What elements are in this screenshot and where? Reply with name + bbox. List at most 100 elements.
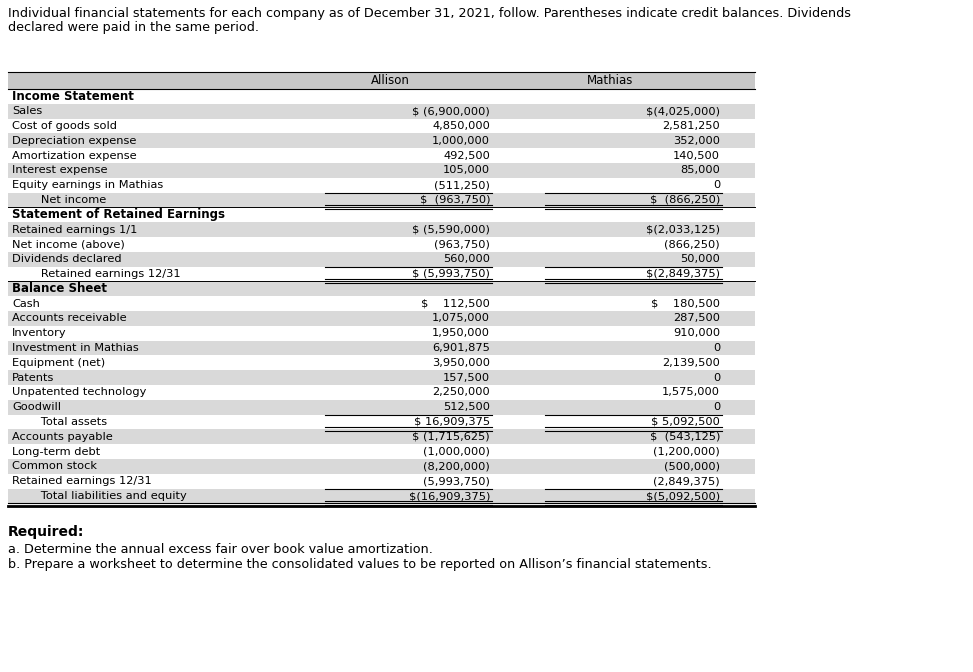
Text: $(4,025,000): $(4,025,000) (646, 106, 720, 116)
Text: 0: 0 (713, 403, 720, 412)
Text: 1,075,000: 1,075,000 (432, 313, 490, 323)
Bar (8, 103, 755, 118)
Text: (500,000): (500,000) (664, 462, 720, 471)
Text: Individual financial statements for each company as of December 31, 2021, follow: Individual financial statements for each… (8, 7, 851, 20)
Bar (8, 252, 755, 267)
Text: (1,200,000): (1,200,000) (653, 447, 720, 456)
Text: Patents: Patents (12, 372, 54, 382)
Text: Equity earnings in Mathias: Equity earnings in Mathias (12, 180, 163, 190)
Text: Goodwill: Goodwill (12, 403, 61, 412)
Text: Allison: Allison (371, 74, 410, 87)
Bar (8, 222, 755, 237)
Text: (963,750): (963,750) (434, 239, 490, 249)
Bar (8, 282, 755, 296)
Text: Cash: Cash (12, 298, 40, 308)
Text: 0: 0 (713, 372, 720, 382)
Text: $ (5,993,750): $ (5,993,750) (413, 269, 490, 279)
Text: Depreciation expense: Depreciation expense (12, 136, 136, 146)
Text: a. Determine the annual excess fair over book value amortization.: a. Determine the annual excess fair over… (8, 544, 433, 556)
Text: 1,950,000: 1,950,000 (432, 328, 490, 338)
Text: 1,575,000: 1,575,000 (662, 387, 720, 397)
Text: Accounts receivable: Accounts receivable (12, 313, 126, 323)
Text: 560,000: 560,000 (443, 254, 490, 264)
Text: 2,581,250: 2,581,250 (663, 121, 720, 131)
Text: Net income: Net income (30, 195, 106, 205)
Text: $ 16,909,375: $ 16,909,375 (414, 417, 490, 427)
Text: $(2,849,375): $(2,849,375) (646, 269, 720, 279)
Text: 3,950,000: 3,950,000 (432, 358, 490, 368)
Bar (8, 193, 755, 208)
Text: Income Statement: Income Statement (12, 90, 134, 103)
Bar (8, 370, 755, 385)
Text: Amortization expense: Amortization expense (12, 151, 136, 161)
Text: Retained earnings 12/31: Retained earnings 12/31 (12, 476, 152, 487)
Text: Unpatented technology: Unpatented technology (12, 387, 146, 397)
Bar (8, 459, 755, 474)
Bar (8, 311, 755, 326)
Text: 6,901,875: 6,901,875 (432, 343, 490, 353)
Text: Balance Sheet: Balance Sheet (12, 282, 107, 295)
Text: (866,250): (866,250) (665, 239, 720, 249)
Bar (8, 400, 755, 415)
Text: Retained earnings 12/31: Retained earnings 12/31 (30, 269, 181, 279)
Text: 492,500: 492,500 (443, 151, 490, 161)
Text: $ 5,092,500: $ 5,092,500 (651, 417, 720, 427)
Text: $ (6,900,000): $ (6,900,000) (413, 106, 490, 116)
Text: Total assets: Total assets (30, 417, 107, 427)
Bar (8, 429, 755, 444)
Text: $  (866,250): $ (866,250) (650, 195, 720, 205)
Text: 2,139,500: 2,139,500 (662, 358, 720, 368)
Text: Mathias: Mathias (587, 74, 633, 87)
Text: Inventory: Inventory (12, 328, 66, 338)
Text: Total liabilities and equity: Total liabilities and equity (30, 491, 187, 501)
Text: $  (543,125): $ (543,125) (650, 432, 720, 442)
Text: 352,000: 352,000 (673, 136, 720, 146)
Text: $(5,092,500): $(5,092,500) (646, 491, 720, 501)
Text: Net income (above): Net income (above) (12, 239, 125, 249)
Text: Accounts payable: Accounts payable (12, 432, 113, 442)
Text: 50,000: 50,000 (680, 254, 720, 264)
Text: 85,000: 85,000 (680, 165, 720, 175)
Text: $    180,500: $ 180,500 (651, 298, 720, 308)
Text: b. Prepare a worksheet to determine the consolidated values to be reported on Al: b. Prepare a worksheet to determine the … (8, 558, 711, 571)
Text: Cost of goods sold: Cost of goods sold (12, 121, 117, 131)
Text: (511,250): (511,250) (434, 180, 490, 190)
Bar (8, 489, 755, 503)
Text: $(16,909,375): $(16,909,375) (409, 491, 490, 501)
Bar (8, 341, 755, 355)
Text: 2,250,000: 2,250,000 (432, 387, 490, 397)
Text: 0: 0 (713, 343, 720, 353)
Bar (8, 134, 755, 149)
Text: Sales: Sales (12, 106, 42, 116)
Text: Statement of Retained Earnings: Statement of Retained Earnings (12, 208, 225, 221)
Text: 287,500: 287,500 (673, 313, 720, 323)
Text: 105,000: 105,000 (443, 165, 490, 175)
Bar (8, 72, 755, 89)
Text: 157,500: 157,500 (443, 372, 490, 382)
Text: $ (5,590,000): $ (5,590,000) (413, 224, 490, 235)
Text: $ (1,715,625): $ (1,715,625) (413, 432, 490, 442)
Text: Retained earnings 1/1: Retained earnings 1/1 (12, 224, 137, 235)
Text: 140,500: 140,500 (673, 151, 720, 161)
Text: 512,500: 512,500 (443, 403, 490, 412)
Text: (8,200,000): (8,200,000) (423, 462, 490, 471)
Text: $  (963,750): $ (963,750) (419, 195, 490, 205)
Text: Interest expense: Interest expense (12, 165, 107, 175)
Text: 0: 0 (713, 180, 720, 190)
Text: $(2,033,125): $(2,033,125) (646, 224, 720, 235)
Text: Common stock: Common stock (12, 462, 97, 471)
Text: (1,000,000): (1,000,000) (423, 447, 490, 456)
Text: Equipment (net): Equipment (net) (12, 358, 105, 368)
Text: (2,849,375): (2,849,375) (654, 476, 720, 487)
Text: Investment in Mathias: Investment in Mathias (12, 343, 139, 353)
Text: Long-term debt: Long-term debt (12, 447, 100, 456)
Text: 910,000: 910,000 (673, 328, 720, 338)
Text: Dividends declared: Dividends declared (12, 254, 122, 264)
Bar (8, 163, 755, 178)
Text: Required:: Required: (8, 526, 85, 540)
Text: $    112,500: $ 112,500 (421, 298, 490, 308)
Text: (5,993,750): (5,993,750) (423, 476, 490, 487)
Text: 1,000,000: 1,000,000 (432, 136, 490, 146)
Text: 4,850,000: 4,850,000 (432, 121, 490, 131)
Text: declared were paid in the same period.: declared were paid in the same period. (8, 21, 259, 34)
